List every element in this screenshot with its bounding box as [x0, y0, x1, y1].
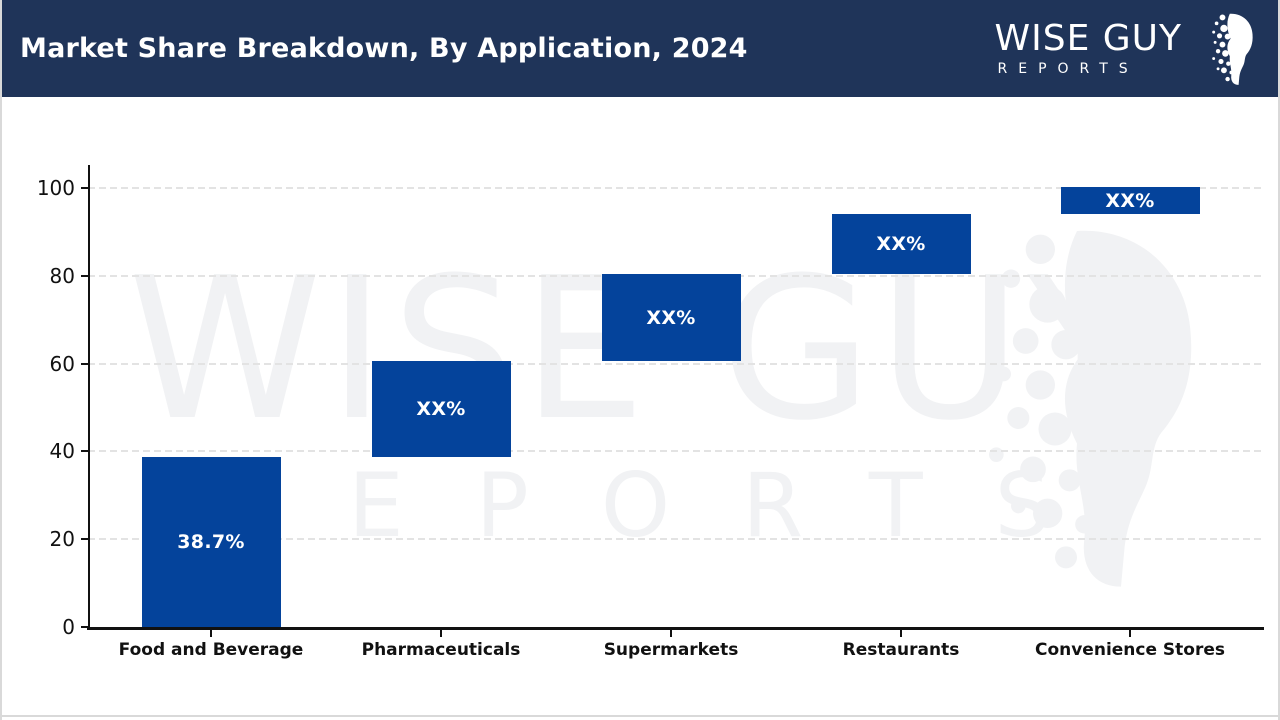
logo-text: WISE GUY REPORTS — [994, 17, 1183, 77]
bar-pharmaceuticals: XX% — [371, 361, 511, 458]
wiseguy-logo: WISE GUY REPORTS — [995, 9, 1280, 89]
bar-value-label: 38.7% — [177, 531, 245, 554]
frame-border-bottom — [0, 715, 1280, 717]
y-tick-label: 40 — [49, 439, 75, 464]
frame-border-left — [0, 0, 2, 720]
x-label-food-and-beverage: Food and Beverage — [118, 640, 304, 660]
gridline-100 — [88, 187, 1264, 189]
bar-value-label: XX% — [416, 398, 466, 421]
y-axis-line — [88, 165, 90, 627]
x-axis-line — [87, 627, 1264, 630]
gridline-20 — [88, 538, 1264, 541]
x-label-convenience-stores: Convenience Stores — [1034, 640, 1226, 660]
gridline-40 — [88, 450, 1264, 453]
y-tick-mark — [81, 538, 88, 541]
bar-value-label: XX% — [646, 306, 696, 329]
y-tick-label: 60 — [49, 351, 75, 376]
x-tick-mark — [1129, 630, 1131, 637]
gridline-60 — [88, 362, 1264, 365]
x-tick-mark — [900, 630, 902, 637]
y-tick-label: 100 — [36, 176, 75, 200]
y-tick-mark — [81, 626, 88, 628]
bar-convenience-stores: XX% — [1060, 186, 1200, 215]
x-tick-mark — [210, 630, 212, 637]
frame-border-right — [1278, 0, 1280, 720]
y-tick-mark — [81, 362, 88, 365]
watermark-subtitle: REPORTS — [215, 454, 1123, 557]
y-tick-label: 20 — [49, 527, 75, 552]
bar-food-and-beverage: 38.7% — [141, 457, 281, 627]
x-tick-mark — [670, 630, 672, 637]
y-tick-mark — [81, 187, 88, 189]
bar-value-label: XX% — [876, 233, 926, 256]
header-bar: Market Share Breakdown, By Application, … — [0, 0, 1280, 97]
page-title: Market Share Breakdown, By Application, … — [20, 33, 748, 64]
x-tick-mark — [440, 630, 442, 637]
logo-subtitle: REPORTS — [997, 60, 1139, 77]
bar-restaurants: XX% — [831, 214, 971, 275]
x-label-restaurants: Restaurants — [842, 640, 960, 660]
bar-value-label: XX% — [1105, 189, 1155, 212]
x-label-supermarkets: Supermarkets — [603, 640, 739, 660]
y-tick-label: 0 — [62, 615, 75, 639]
y-tick-mark — [81, 450, 88, 453]
x-label-pharmaceuticals: Pharmaceuticals — [361, 640, 521, 660]
bar-supermarkets: XX% — [601, 274, 741, 362]
chart-area: WISE GUY REPORTS 0 20 40 60 80 100 38.7% Food a… — [0, 97, 1280, 720]
logo-wordmark: WISE GUY — [994, 17, 1182, 59]
y-tick-mark — [81, 274, 88, 277]
y-tick-label: 80 — [49, 263, 75, 288]
